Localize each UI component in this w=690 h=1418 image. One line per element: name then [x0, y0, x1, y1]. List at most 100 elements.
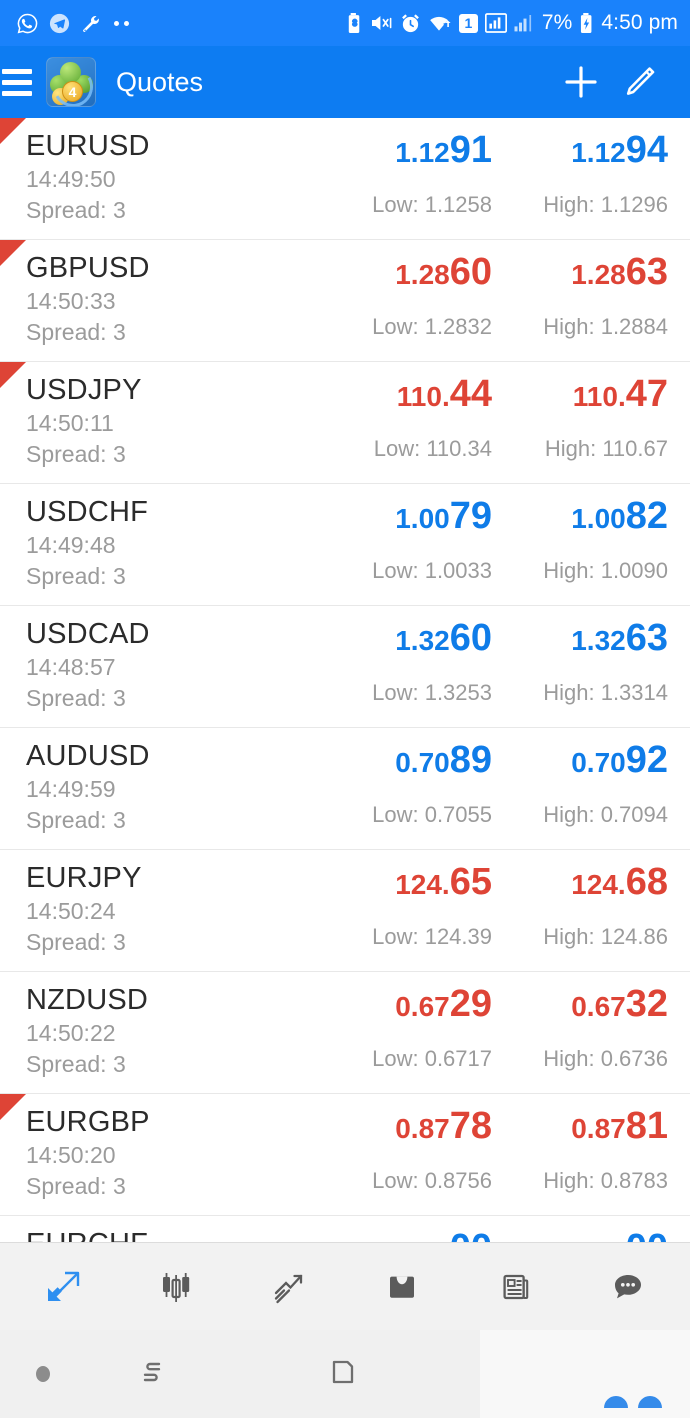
- quote-time-label: 14:48:57: [26, 654, 116, 681]
- bid-column: 0.8778 Low: 0.8756: [316, 1107, 492, 1194]
- bid-column: 1.1291 Low: 1.1258: [316, 131, 492, 218]
- high-label: High: 124.86: [543, 924, 668, 949]
- bid-price: 1.0079: [395, 495, 492, 537]
- ask-column: 1.0082 High: 1.0090: [492, 497, 668, 584]
- quote-row[interactable]: EURGBP 14:50:20 Spread: 3 0.8778 Low: 0.8756…: [0, 1094, 690, 1216]
- alert-flag-icon: [0, 118, 26, 144]
- ask-column: 0.7092 High: 0.7094: [492, 741, 668, 828]
- news-tab[interactable]: [470, 1243, 560, 1331]
- trade-tab[interactable]: [244, 1243, 334, 1331]
- quote-row[interactable]: USDCAD 14:48:57 Spread: 3 1.3260 Low: 1.3253…: [0, 606, 690, 728]
- ask-column: 00: [492, 1229, 668, 1242]
- spread-label: Spread: 3: [26, 318, 126, 345]
- quote-row[interactable]: GBPUSD 14:50:33 Spread: 3 1.2860 Low: 1.2832…: [0, 240, 690, 362]
- quote-row-left: AUDUSD 14:49:59 Spread: 3: [26, 739, 150, 849]
- ask-price: 124.68: [571, 861, 668, 903]
- symbol-label: USDJPY: [26, 374, 142, 406]
- bid-price: 0.6729: [395, 983, 492, 1025]
- signal-bars-2-icon: [514, 13, 535, 33]
- dot-indicator[interactable]: [36, 1366, 50, 1382]
- ask-price: 0.6732: [571, 983, 668, 1025]
- ask-column: 1.1294 High: 1.1296: [492, 131, 668, 218]
- overlay-arrow-artifact: [586, 1380, 682, 1416]
- more-dots-icon: [112, 20, 129, 26]
- mute-vibrate-icon: [371, 13, 393, 33]
- low-label: Low: 1.1258: [372, 192, 492, 217]
- low-label: Low: 0.7055: [372, 802, 492, 827]
- wifi-icon: [428, 13, 452, 33]
- ask-column: 1.2863 High: 1.2884: [492, 253, 668, 340]
- quote-time-label: 14:49:59: [26, 776, 116, 803]
- symbol-label: AUDUSD: [26, 740, 150, 772]
- high-label: High: 0.8783: [543, 1168, 668, 1193]
- symbol-label: EURGBP: [26, 1106, 150, 1138]
- symbol-label: GBPUSD: [26, 252, 150, 284]
- ask-column: 0.6732 High: 0.6736: [492, 985, 668, 1072]
- ask-price: 1.3263: [571, 617, 668, 659]
- quote-row-left: NZDUSD 14:50:22 Spread: 3: [26, 983, 148, 1093]
- charging-battery-icon: [579, 12, 594, 34]
- quote-row[interactable]: EURJPY 14:50:24 Spread: 3 124.65 Low: 124.39…: [0, 850, 690, 972]
- add-symbol-button[interactable]: [552, 53, 610, 111]
- low-label: Low: 1.2832: [372, 314, 492, 339]
- symbol-label: EURUSD: [26, 130, 150, 162]
- messages-tab[interactable]: [583, 1243, 673, 1331]
- quote-row-left: EURUSD 14:49:50 Spread: 3: [26, 129, 150, 239]
- quotes-list[interactable]: EURUSD 14:49:50 Spread: 3 1.1291 Low: 1.1258…: [0, 118, 690, 1242]
- recents-square-icon[interactable]: [324, 1353, 362, 1396]
- metatrader-logo: 4: [46, 57, 96, 107]
- quote-row[interactable]: EURUSD 14:49:50 Spread: 3 1.1291 Low: 1.1258…: [0, 118, 690, 240]
- high-label: High: 1.2884: [543, 314, 668, 339]
- status-bar-left-icons: [16, 12, 129, 35]
- bottom-tab-bar: [0, 1242, 690, 1330]
- ask-price: 1.1294: [571, 129, 668, 171]
- symbol-label: USDCAD: [26, 618, 150, 650]
- bid-price: 1.3260: [395, 617, 492, 659]
- signal-bars-icon: [484, 13, 507, 33]
- quote-row[interactable]: NZDUSD 14:50:22 Spread: 3 0.6729 Low: 0.6717…: [0, 972, 690, 1094]
- bid-price: 00: [450, 1229, 492, 1242]
- back-icon[interactable]: [132, 1352, 172, 1397]
- symbol-label: EURJPY: [26, 862, 142, 894]
- bid-column: 110.44 Low: 110.34: [316, 375, 492, 462]
- quote-row-left: EURGBP 14:50:20 Spread: 3: [26, 1105, 150, 1215]
- alert-flag-icon: [0, 1094, 26, 1120]
- quote-row[interactable]: AUDUSD 14:49:59 Spread: 3 0.7089 Low: 0.7055…: [0, 728, 690, 850]
- high-label: High: 1.1296: [543, 192, 668, 217]
- bid-column: 0.6729 Low: 0.6717: [316, 985, 492, 1072]
- bid-column: 124.65 Low: 124.39: [316, 863, 492, 950]
- hamburger-icon[interactable]: [0, 68, 34, 96]
- spread-label: Spread: 3: [26, 806, 126, 833]
- quotes-tab[interactable]: [18, 1243, 108, 1331]
- bid-price: 0.7089: [395, 739, 492, 781]
- edit-button[interactable]: [610, 53, 668, 111]
- high-label: High: 1.3314: [543, 680, 668, 705]
- battery-saver-icon: [347, 12, 364, 34]
- quote-row-left: EURJPY 14:50:24 Spread: 3: [26, 861, 142, 971]
- quote-row-right: 110.44 Low: 110.34 110.47 High: 110.67: [316, 373, 668, 483]
- history-tab[interactable]: [357, 1243, 447, 1331]
- spread-label: Spread: 3: [26, 196, 126, 223]
- low-label: Low: 110.34: [373, 436, 492, 461]
- quote-time-label: 14:50:24: [26, 898, 116, 925]
- battery-percent-label: 7%: [541, 11, 573, 34]
- quote-row[interactable]: USDCHF 14:49:48 Spread: 3 1.0079 Low: 1.0033…: [0, 484, 690, 606]
- spread-label: Spread: 3: [26, 684, 126, 711]
- bid-column: 0.7089 Low: 0.7055: [316, 741, 492, 828]
- status-bar: 1 7% 4:50 pm: [0, 0, 690, 46]
- quote-row-left: GBPUSD 14:50:33 Spread: 3: [26, 251, 150, 361]
- logo-badge: 4: [62, 81, 83, 102]
- spread-label: Spread: 3: [26, 440, 126, 467]
- ask-price: 110.47: [572, 373, 668, 415]
- telegram-icon: [48, 12, 71, 35]
- charts-tab[interactable]: [131, 1243, 221, 1331]
- spread-label: Spread: 3: [26, 1050, 126, 1077]
- bid-price: 1.2860: [395, 251, 492, 293]
- quote-row-partial[interactable]: EURCHF 00 00: [0, 1216, 690, 1242]
- bid-price: 0.8778: [395, 1105, 492, 1147]
- spread-label: Spread: 3: [26, 562, 126, 589]
- quote-row[interactable]: USDJPY 14:50:11 Spread: 3 110.44 Low: 110.34…: [0, 362, 690, 484]
- bid-column: 1.2860 Low: 1.2832: [316, 253, 492, 340]
- page-title: Quotes: [116, 66, 204, 97]
